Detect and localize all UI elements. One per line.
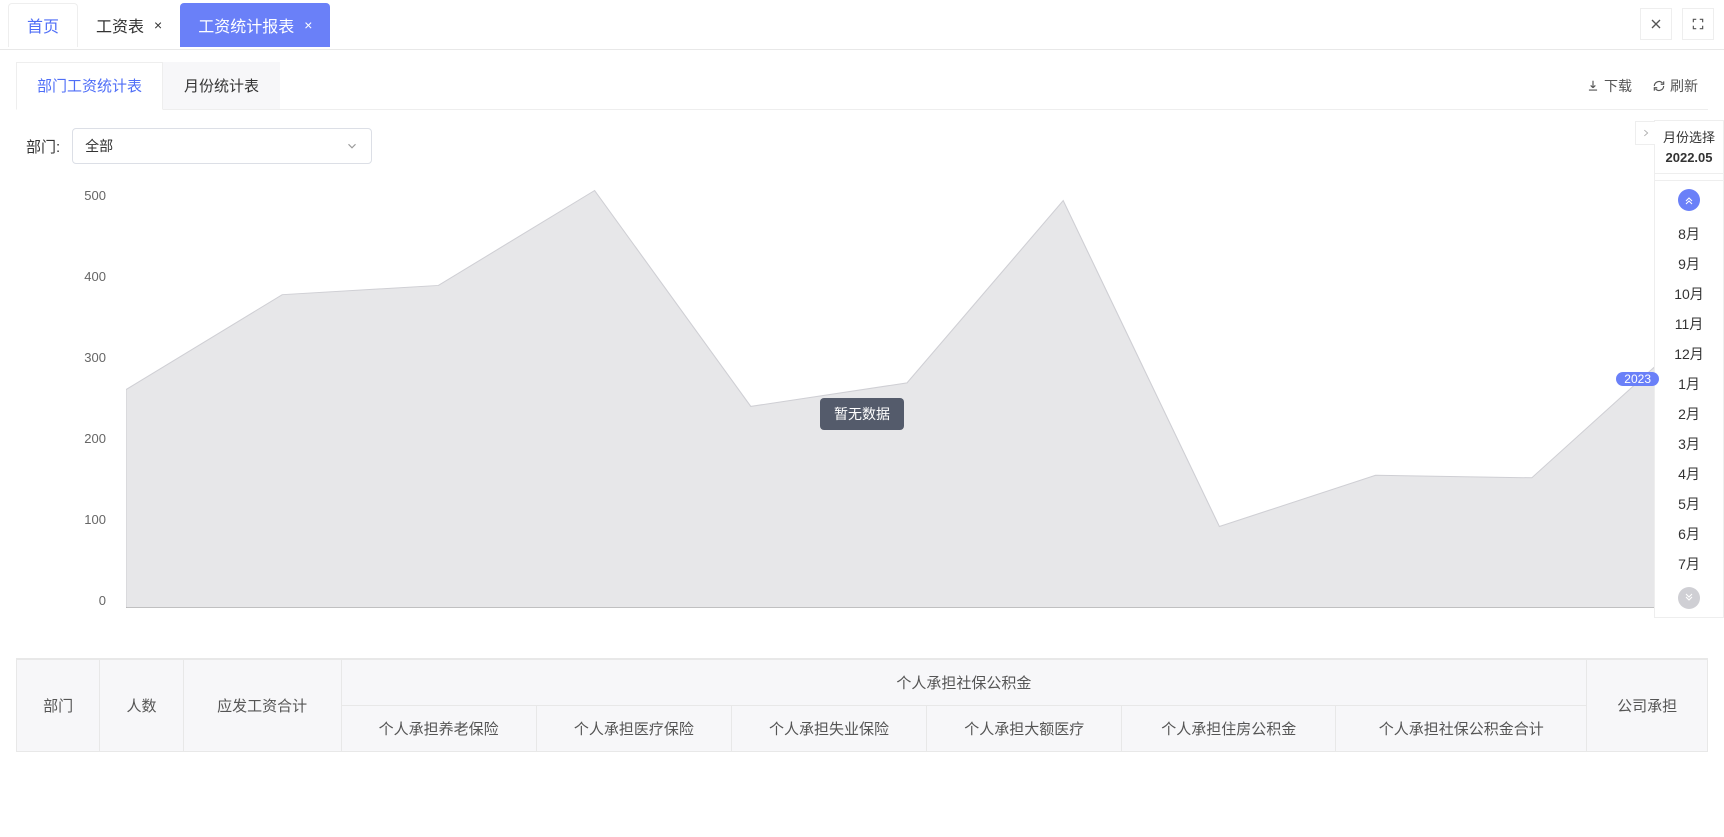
col-header: 公司承担 [1587, 660, 1708, 752]
subtab-dept-salary[interactable]: 部门工资统计表 [16, 62, 163, 110]
close-icon[interactable]: × [154, 17, 162, 33]
month-panel-header: 月份选择 2022.05 [1655, 121, 1723, 181]
fullscreen-button[interactable] [1682, 8, 1714, 40]
chart-container: 500 400 300 200 100 0 暂无数据 [16, 168, 1708, 658]
month-item[interactable]: 12月 [1655, 339, 1723, 369]
month-list: 8月9月10月11月12月1月20232月3月4月5月6月7月 [1655, 219, 1723, 579]
salary-table: 部门人数应发工资合计个人承担社保公积金公司承担 个人承担养老保险个人承担医疗保险… [16, 658, 1708, 752]
selected-month: 2022.05 [1655, 146, 1723, 174]
salary-area-chart: 500 400 300 200 100 0 暂无数据 [26, 188, 1698, 648]
sub-tabs: 部门工资统计表 月份统计表 [16, 62, 280, 109]
month-item[interactable]: 4月 [1655, 459, 1723, 489]
tab-home[interactable]: 首页 [8, 3, 78, 47]
x-icon [1648, 16, 1664, 32]
tab-label: 首页 [27, 13, 59, 37]
col-header: 人数 [100, 660, 183, 752]
plot-area [126, 188, 1688, 608]
tab-label: 工资统计报表 [198, 13, 294, 37]
tab-salary-report[interactable]: 工资统计报表 × [180, 3, 330, 47]
chevron-right-icon [1641, 128, 1651, 138]
month-item[interactable]: 1月2023 [1655, 369, 1723, 399]
download-icon [1586, 79, 1600, 93]
top-tabs: 首页 工资表 × 工资统计报表 × [0, 0, 1724, 50]
report-panel: 部门工资统计表 月份统计表 下载 刷新 部门: 全部 500 400 300 200 [16, 62, 1708, 658]
select-value: 全部 [85, 136, 113, 156]
month-item[interactable]: 10月 [1655, 279, 1723, 309]
subtab-month-stats[interactable]: 月份统计表 [163, 62, 280, 109]
sub-actions: 下载 刷新 [1586, 76, 1698, 96]
col-header: 个人承担养老保险 [341, 706, 536, 752]
double-chevron-down-icon [1683, 592, 1695, 604]
y-tick: 0 [99, 593, 106, 608]
y-tick: 400 [84, 269, 106, 284]
month-item[interactable]: 3月 [1655, 429, 1723, 459]
fullscreen-icon [1691, 17, 1705, 31]
no-data-tooltip: 暂无数据 [820, 398, 904, 430]
table-head: 部门人数应发工资合计个人承担社保公积金公司承担 个人承担养老保险个人承担医疗保险… [17, 660, 1708, 752]
month-item[interactable]: 8月 [1655, 219, 1723, 249]
month-item[interactable]: 5月 [1655, 489, 1723, 519]
action-label: 刷新 [1670, 76, 1698, 96]
y-axis: 500 400 300 200 100 0 [26, 188, 116, 608]
month-item[interactable]: 7月 [1655, 549, 1723, 579]
refresh-button[interactable]: 刷新 [1652, 76, 1698, 96]
col-header: 个人承担住房公积金 [1122, 706, 1336, 752]
scroll-down-button[interactable] [1678, 587, 1700, 609]
year-badge: 2023 [1616, 372, 1659, 386]
y-tick: 500 [84, 188, 106, 203]
action-label: 下载 [1604, 76, 1632, 96]
subtab-label: 月份统计表 [184, 78, 259, 95]
area-path [126, 191, 1688, 608]
col-header: 部门 [17, 660, 100, 752]
y-tick: 200 [84, 431, 106, 446]
top-right-controls [1640, 8, 1714, 40]
area-svg [126, 188, 1688, 608]
close-icon[interactable]: × [304, 17, 312, 33]
month-panel-title: 月份选择 [1655, 127, 1723, 146]
refresh-icon [1652, 79, 1666, 93]
tab-label: 工资表 [96, 13, 144, 37]
collapse-button[interactable] [1635, 121, 1655, 145]
filter-row: 部门: 全部 [16, 110, 1708, 168]
col-header: 个人承担医疗保险 [536, 706, 731, 752]
subtab-label: 部门工资统计表 [37, 78, 142, 95]
col-group-header: 个人承担社保公积金 [341, 660, 1587, 706]
y-tick: 100 [84, 512, 106, 527]
col-header: 个人承担失业保险 [731, 706, 926, 752]
col-header: 个人承担大额医疗 [927, 706, 1122, 752]
filter-label: 部门: [26, 136, 60, 157]
double-chevron-up-icon [1683, 194, 1695, 206]
month-item[interactable]: 11月 [1655, 309, 1723, 339]
table: 部门人数应发工资合计个人承担社保公积金公司承担 个人承担养老保险个人承担医疗保险… [16, 659, 1708, 752]
month-item[interactable]: 9月 [1655, 249, 1723, 279]
scroll-up-button[interactable] [1678, 189, 1700, 211]
dept-select[interactable]: 全部 [72, 128, 372, 164]
tab-salary[interactable]: 工资表 × [78, 3, 180, 47]
month-item[interactable]: 6月 [1655, 519, 1723, 549]
col-header: 应发工资合计 [183, 660, 341, 752]
month-panel: 月份选择 2022.05 8月9月10月11月12月1月20232月3月4月5月… [1654, 120, 1724, 618]
download-button[interactable]: 下载 [1586, 76, 1632, 96]
col-header: 个人承担社保公积金合计 [1336, 706, 1587, 752]
close-all-button[interactable] [1640, 8, 1672, 40]
sub-tabs-row: 部门工资统计表 月份统计表 下载 刷新 [16, 62, 1708, 110]
chevron-down-icon [345, 139, 359, 153]
table-row: 部门人数应发工资合计个人承担社保公积金公司承担 [17, 660, 1708, 706]
month-item[interactable]: 2月 [1655, 399, 1723, 429]
y-tick: 300 [84, 350, 106, 365]
